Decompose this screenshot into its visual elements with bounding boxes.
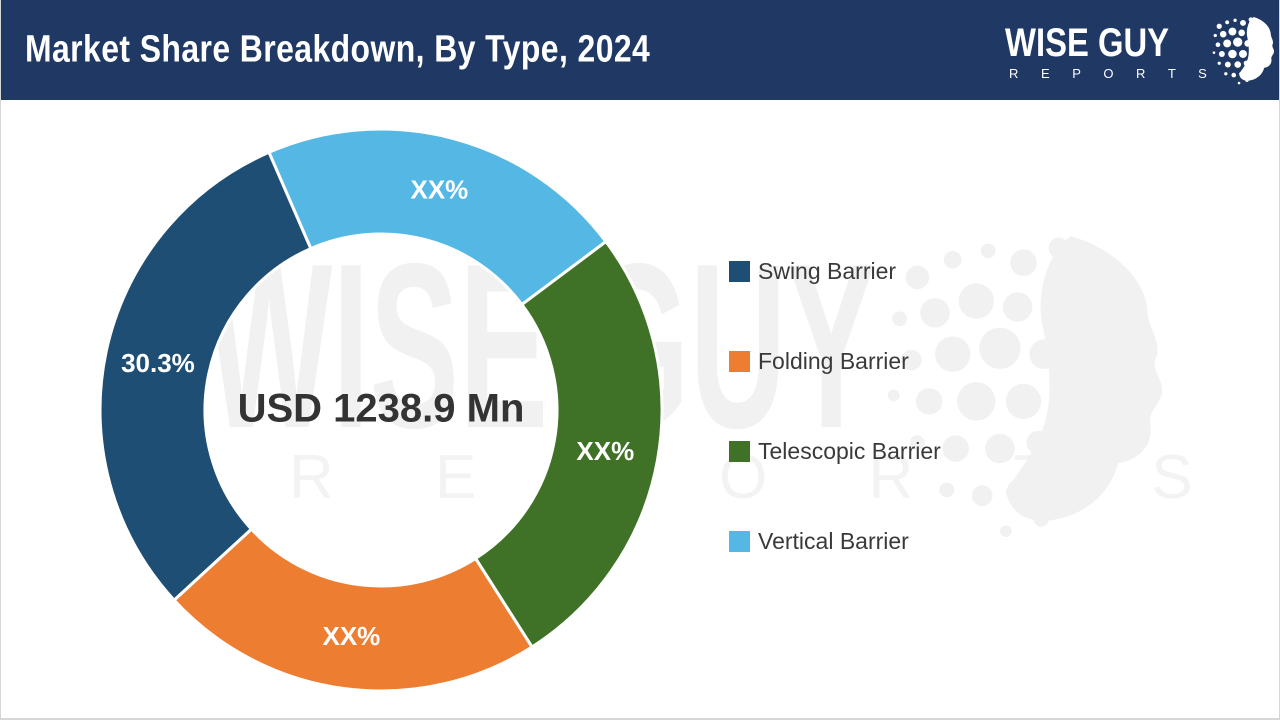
legend-label: Telescopic Barrier <box>758 437 941 464</box>
donut-chart: XX% XX% XX% 30.3% <box>98 127 664 693</box>
legend-swatch <box>729 440 750 462</box>
slice-telescopic-barrier <box>474 240 664 649</box>
brand-logo: WISE GUY R E P O R T S <box>1005 8 1275 96</box>
slice-label-telescopic-barrier: XX% <box>576 436 634 466</box>
legend-item-telescopic-barrier: Telescopic Barrier <box>729 436 941 466</box>
page-title: Market Share Breakdown, By Type, 2024 <box>25 28 651 71</box>
legend-label: Vertical Barrier <box>758 527 909 554</box>
slice-label-swing-barrier: 30.3% <box>121 348 195 378</box>
legend-swatch <box>729 350 750 372</box>
legend-swatch <box>729 530 750 552</box>
legend-item-swing-barrier: Swing Barrier <box>729 256 941 286</box>
slice-label-vertical-barrier: XX% <box>410 175 468 205</box>
slice-label-folding-barrier: XX% <box>322 621 380 651</box>
chart-area: XX% XX% XX% 30.3% <box>81 110 681 710</box>
header-bar: Market Share Breakdown, By Type, 2024 WI… <box>1 0 1279 100</box>
legend-item-folding-barrier: Folding Barrier <box>729 346 941 376</box>
slice-swing-barrier <box>98 150 313 602</box>
slice-vertical-barrier <box>267 127 608 307</box>
slice-folding-barrier <box>172 527 534 693</box>
legend: Swing Barrier Folding Barrier Telescopic B… <box>729 256 941 616</box>
legend-swatch <box>729 260 750 282</box>
chart-center-value: USD 1238.9 Mn <box>237 386 525 431</box>
brand-logo-text: WISE GUY R E P O R T S <box>1005 23 1216 81</box>
legend-item-vertical-barrier: Vertical Barrier <box>729 526 941 556</box>
legend-label: Folding Barrier <box>758 347 909 374</box>
legend-label: Swing Barrier <box>758 257 897 284</box>
brand-subtitle: R E P O R T S <box>1009 66 1217 81</box>
face-dots-icon <box>1212 17 1275 85</box>
brand-name: WISE GUY <box>1005 21 1170 65</box>
